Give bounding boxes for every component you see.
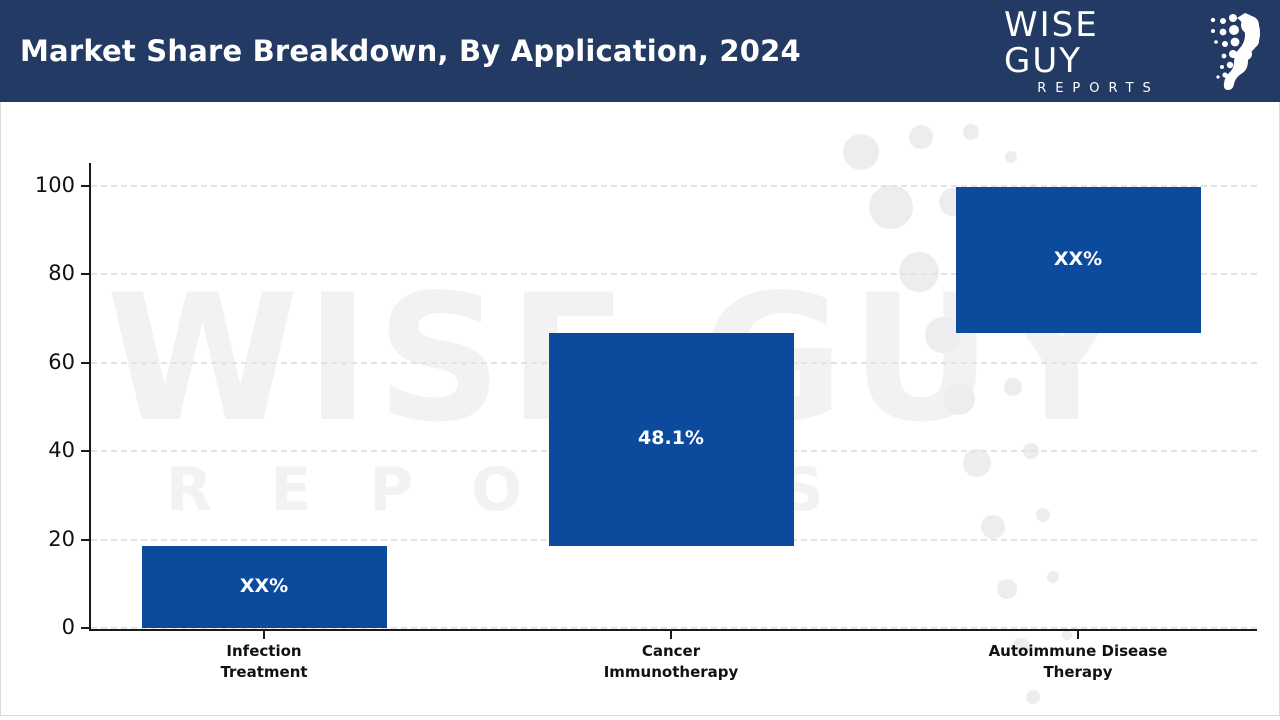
header-bar: Market Share Breakdown, By Application, … (0, 0, 1280, 102)
x-category-label-line: Therapy (1043, 663, 1113, 681)
bar-value-label-2: 48.1% (638, 427, 704, 450)
x-category-label-line: Infection (226, 642, 302, 660)
x-tick-1 (263, 631, 265, 639)
wiseguy-face-dots-icon (1210, 13, 1261, 90)
gridline-100 (91, 185, 1257, 187)
x-category-label-line: Cancer (641, 642, 701, 660)
x-category-label-2: Cancer Immunotherapy (511, 641, 831, 683)
y-tick-0 (81, 627, 89, 629)
y-tick-label-100: 100 (34, 173, 75, 197)
bar-1: XX% (141, 545, 387, 628)
y-tick-label-60: 60 (48, 349, 75, 374)
y-tick-label-0: 0 (61, 615, 75, 639)
y-tick-label-40: 40 (48, 438, 75, 463)
x-tick-2 (670, 631, 672, 639)
x-tick-3 (1077, 631, 1079, 639)
wiseguy-logo-text: WISE GUY REPORTS (1004, 7, 1184, 96)
y-tick-label-20: 20 (48, 526, 75, 551)
y-tick-20 (81, 538, 89, 541)
y-tick-100 (81, 185, 89, 187)
x-axis-line (89, 629, 1257, 631)
y-tick-80 (81, 273, 89, 276)
logo-wiseguy-label: WISE GUY (1004, 4, 1099, 81)
gridline-0 (91, 627, 1257, 629)
bar-3: XX% (955, 186, 1201, 334)
logo-reports-label: REPORTS (1037, 80, 1160, 96)
chart-panel: WISE GUY REPORTS 0 20 40 60 80 100 XX% Infectio… (0, 102, 1280, 716)
gridline-80 (91, 273, 1257, 276)
y-tick-label-80: 80 (48, 261, 75, 286)
bar-value-label-3: XX% (1053, 248, 1103, 271)
chart-title: Market Share Breakdown, By Application, … (20, 34, 801, 68)
wiseguy-logo: WISE GUY REPORTS (1004, 6, 1264, 96)
y-axis-line (89, 163, 91, 631)
bar-value-label-1: XX% (239, 574, 289, 597)
y-tick-40 (81, 450, 89, 453)
x-category-label-line: Autoimmune Disease (988, 642, 1168, 660)
bar-2: 48.1% (548, 333, 794, 546)
x-category-label-3: Autoimmune Disease Therapy (918, 641, 1238, 683)
x-category-label-1: Infection Treatment (104, 641, 424, 683)
x-category-label-line: Immunotherapy (603, 663, 739, 681)
x-category-label-line: Treatment (220, 663, 308, 681)
y-tick-60 (81, 361, 89, 364)
